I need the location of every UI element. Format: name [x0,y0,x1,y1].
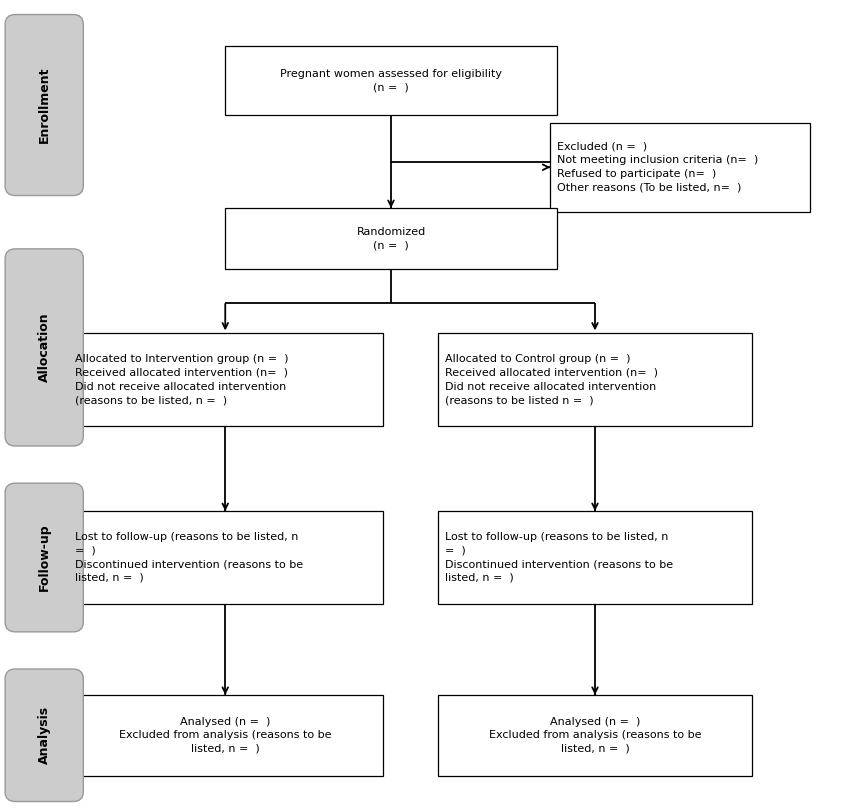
Text: Enrollment: Enrollment [37,67,51,143]
Text: Allocated to Intervention group (n =  )
Received allocated intervention (n=  )
D: Allocated to Intervention group (n = ) R… [75,355,288,405]
Text: Follow-up: Follow-up [37,524,51,591]
Text: Excluded (n =  )
Not meeting inclusion criteria (n=  )
Refused to participate (n: Excluded (n = ) Not meeting inclusion cr… [558,142,758,192]
Text: Analysis: Analysis [37,706,51,764]
FancyBboxPatch shape [225,46,557,115]
Text: Analysed (n =  )
Excluded from analysis (reasons to be
listed, n =  ): Analysed (n = ) Excluded from analysis (… [119,717,332,754]
FancyBboxPatch shape [225,208,557,268]
FancyBboxPatch shape [5,669,83,802]
FancyBboxPatch shape [5,15,83,196]
Text: Lost to follow-up (reasons to be listed, n
=  )
Discontinued intervention (reaso: Lost to follow-up (reasons to be listed,… [75,532,303,583]
FancyBboxPatch shape [68,695,382,776]
FancyBboxPatch shape [438,695,752,776]
FancyBboxPatch shape [438,511,752,604]
Text: Allocated to Control group (n =  )
Received allocated intervention (n=  )
Did no: Allocated to Control group (n = ) Receiv… [445,355,658,405]
Text: Randomized
(n =  ): Randomized (n = ) [356,226,426,250]
FancyBboxPatch shape [438,333,752,427]
FancyBboxPatch shape [68,333,382,427]
Text: Lost to follow-up (reasons to be listed, n
=  )
Discontinued intervention (reaso: Lost to follow-up (reasons to be listed,… [445,532,672,583]
Text: Pregnant women assessed for eligibility
(n =  ): Pregnant women assessed for eligibility … [280,69,502,93]
FancyBboxPatch shape [68,511,382,604]
FancyBboxPatch shape [5,249,83,446]
FancyBboxPatch shape [5,483,83,632]
FancyBboxPatch shape [551,123,809,212]
Text: Allocation: Allocation [37,313,51,382]
Text: Analysed (n =  )
Excluded from analysis (reasons to be
listed, n =  ): Analysed (n = ) Excluded from analysis (… [489,717,701,754]
